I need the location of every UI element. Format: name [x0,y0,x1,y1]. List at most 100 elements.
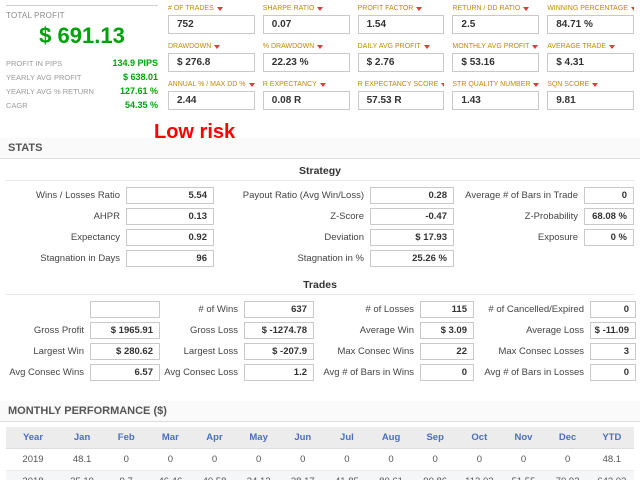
stat-label-text: # OF TRADES [168,5,214,12]
stat-cell: DAILY AVG PROFIT $ 2.76 [357,43,445,72]
stat-value: 0.07 [262,15,350,34]
summary-section: TOTAL PROFIT $ 691.13 PROFIT IN PIPS 134… [0,0,640,114]
field-value: $ -11.09 [590,322,636,339]
monthly-value-cell: 0 [236,448,281,471]
monthly-value-cell: 0 [104,448,149,471]
field-label: Gross Profit [33,325,84,336]
monthly-value-cell: 0 [501,448,546,471]
monthly-col-header[interactable]: Sep [413,427,458,449]
monthly-col-header[interactable]: May [236,427,281,449]
monthly-value-cell: 48.1 [589,448,634,471]
yearly-avg-profit-row: YEARLY AVG PROFIT $ 638.01 [6,72,158,82]
monthly-col-header[interactable]: Mar [148,427,193,449]
monthly-value-cell: 38.17 [280,470,325,480]
stat-value: 2.5 [452,15,540,34]
field-value: $ -1274.78 [244,322,314,339]
monthly-col-header[interactable]: Apr [192,427,237,449]
stat-cell: R EXPECTANCY SCORE 57.53 R [357,81,445,110]
profit-pips-label: PROFIT IN PIPS [6,59,63,68]
trades-table: # of Wins 637 # of Losses 115 # of Cancelled… [0,295,640,387]
monthly-value-cell: 0 [280,448,325,471]
monthly-col-header[interactable]: YTD [589,427,634,449]
field-value: 25.26 % [370,250,454,267]
stat-label-text: STR QUALITY NUMBER [452,81,531,88]
monthly-col-header[interactable]: Feb [104,427,149,449]
stat-label: % DRAWDOWN [263,43,350,50]
yearly-avg-return-value: 127.61 % [119,86,158,96]
stat-label: DRAWDOWN [168,43,255,50]
monthly-value-cell: 46.46 [148,470,193,480]
strategy-subheader: Strategy [6,159,634,181]
monthly-value-cell: 0 [413,448,458,471]
stat-label-text: WINNING PERCENTAGE [547,5,628,12]
stats-section-header: STATS [0,138,640,159]
field-label: # of Losses [365,304,414,315]
field-label: Payout Ratio (Avg Win/Loss) [242,190,364,201]
yearly-avg-profit-label: YEARLY AVG PROFIT [6,73,82,82]
field-value: -0.47 [370,208,454,225]
stat-label: SQN SCORE [547,81,634,88]
total-profit-value: $ 691.13 [39,23,125,48]
yearly-avg-return-row: YEARLY AVG % RETURN 127.61 % [6,86,158,96]
stat-cell: MONTHLY AVG PROFIT $ 53.16 [452,43,540,72]
red-arrow-icon [423,44,430,49]
stat-value: $ 53.16 [452,53,540,72]
monthly-value-cell: 0 [457,448,502,471]
stat-label-text: DAILY AVG PROFIT [357,43,421,50]
stat-label-text: R EXPECTANCY SCORE [357,81,439,88]
red-arrow-icon [216,6,223,11]
red-arrow-icon [214,44,221,49]
red-arrow-icon [441,82,445,87]
field-label: Largest Win [33,346,84,357]
stat-value: 1.54 [357,15,445,34]
red-arrow-icon [248,82,255,87]
cagr-label: CAGR [6,101,28,110]
monthly-year-cell: 2018 [6,470,60,480]
total-profit-panel: TOTAL PROFIT $ 691.13 PROFIT IN PIPS 134… [6,5,158,114]
monthly-value-cell: 0 [324,448,369,471]
monthly-col-header[interactable]: Nov [501,427,546,449]
field-label: Avg Consec Wins [9,367,84,378]
field-label: Avg # of Bars in Wins [323,367,414,378]
trades-subheader: Trades [6,273,634,295]
field-value: 0 [584,187,634,204]
monthly-value-cell: 0 [368,448,414,471]
monthly-value-cell: 0 [192,448,237,471]
field-label: Expectancy [70,232,120,243]
stat-label-text: MONTHLY AVG PROFIT [452,43,530,50]
field-value: 3 [590,343,636,360]
monthly-col-header[interactable]: Jan [60,427,105,449]
red-arrow-icon [609,44,616,49]
red-arrow-icon [532,44,539,49]
stat-cell: # OF TRADES 752 [168,5,255,34]
profit-pips-row: PROFIT IN PIPS 134.9 PIPS [6,58,158,68]
monthly-value-cell: 48.1 [60,448,105,471]
field-label: Max Consec Wins [337,346,414,357]
field-label: # of Wins [198,304,238,315]
monthly-col-header[interactable]: Jun [280,427,325,449]
field-label: Average Win [359,325,414,336]
red-arrow-icon [317,6,324,11]
monthly-col-header[interactable]: Year [6,427,60,449]
field-value: $ 1965.91 [90,322,160,339]
field-label: Average Loss [526,325,584,336]
yearly-avg-return-label: YEARLY AVG % RETURN [6,87,94,96]
cagr-value: 54.35 % [124,100,158,110]
stat-cell: STR QUALITY NUMBER 1.43 [452,81,540,110]
monthly-row: 201825.199.746.4640.5834.1238.1741.8580.… [6,470,634,480]
stat-label: RETURN / DD RATIO [452,5,539,12]
monthly-col-header[interactable]: Oct [457,427,502,449]
field-value: $ -207.9 [244,343,314,360]
monthly-value-cell: 90.86 [413,470,458,480]
monthly-col-header[interactable]: Aug [368,427,414,449]
field-label: Z-Probability [524,211,578,222]
stat-label: DAILY AVG PROFIT [358,43,445,50]
field-label: Max Consec Losses [498,346,584,357]
monthly-col-header[interactable]: Jul [324,427,369,449]
field-value [90,301,160,318]
stat-cell: AVERAGE TRADE $ 4.31 [547,43,634,72]
stat-cell: WINNING PERCENTAGE 84.71 % [547,5,634,34]
stat-cell: RETURN / DD RATIO 2.5 [452,5,540,34]
monthly-col-header[interactable]: Dec [545,427,590,449]
